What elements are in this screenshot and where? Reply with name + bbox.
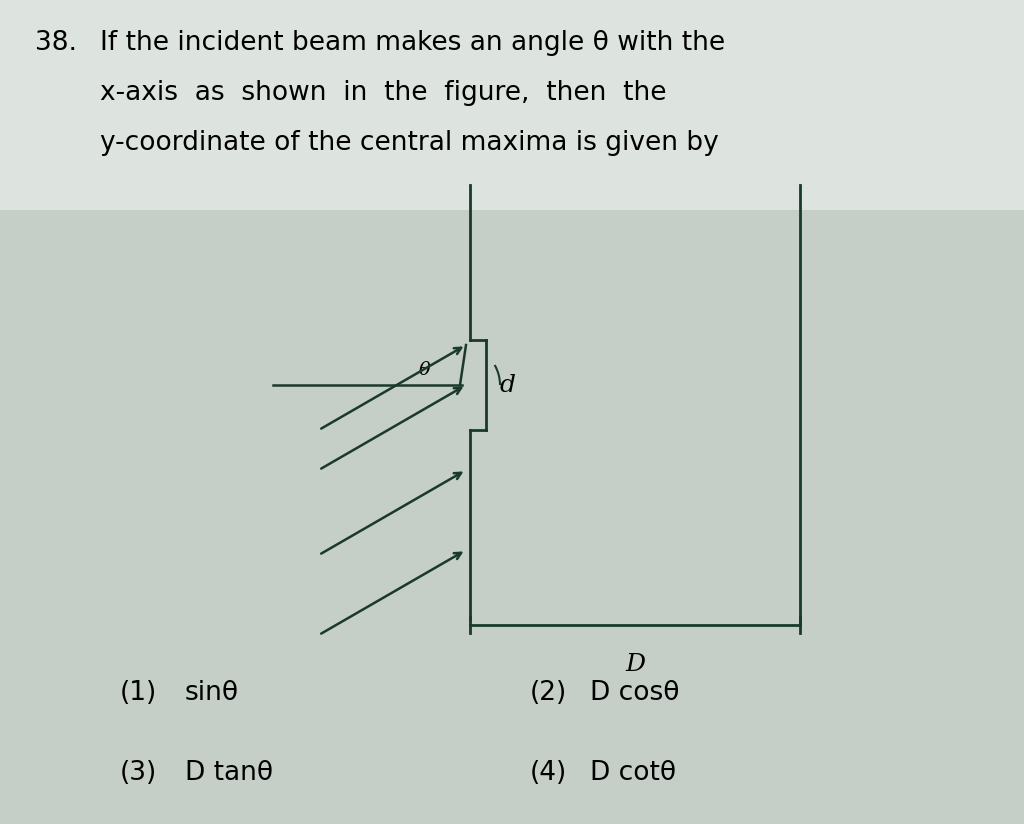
Text: x-axis  as  shown  in  the  figure,  then  the: x-axis as shown in the figure, then the xyxy=(100,80,667,106)
Text: D cosθ: D cosθ xyxy=(590,680,680,706)
Text: sinθ: sinθ xyxy=(185,680,240,706)
Text: (4): (4) xyxy=(530,760,567,786)
Text: D tanθ: D tanθ xyxy=(185,760,273,786)
Bar xyxy=(0,0,1024,210)
Text: θ: θ xyxy=(419,361,431,379)
Text: If the incident beam makes an angle θ with the: If the incident beam makes an angle θ wi… xyxy=(100,30,725,56)
Text: y-coordinate of the central maxima is given by: y-coordinate of the central maxima is gi… xyxy=(100,130,719,156)
Text: (1): (1) xyxy=(120,680,158,706)
Text: (3): (3) xyxy=(120,760,158,786)
Text: (2): (2) xyxy=(530,680,567,706)
Text: D: D xyxy=(625,653,645,676)
Text: D cotθ: D cotθ xyxy=(590,760,676,786)
Text: 38.: 38. xyxy=(35,30,77,56)
Text: d: d xyxy=(500,373,516,396)
